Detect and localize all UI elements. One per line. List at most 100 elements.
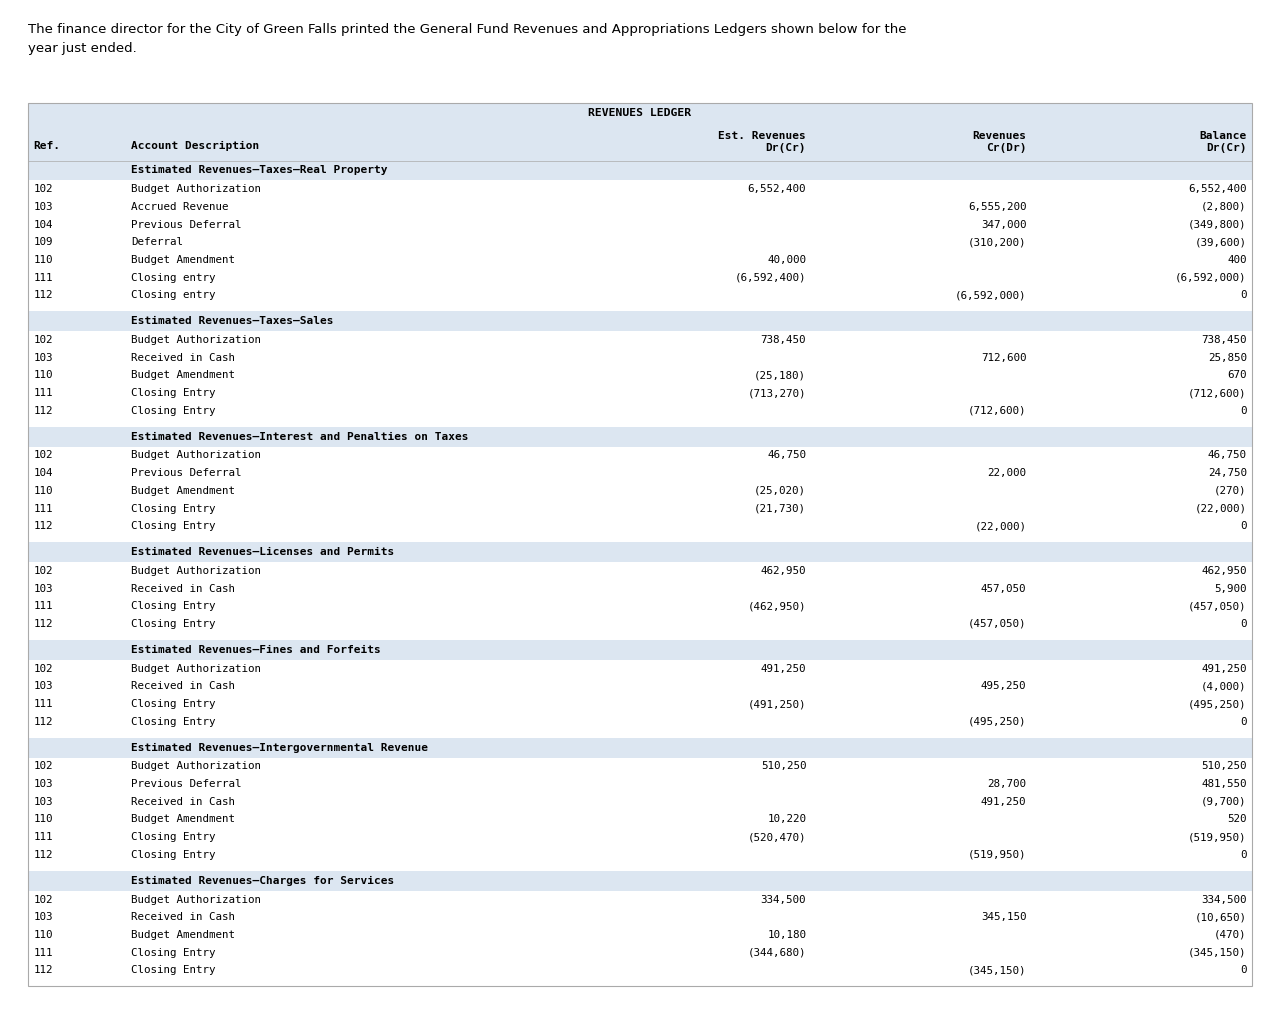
Text: 109: 109 [33,238,52,247]
Text: 5,900: 5,900 [1215,583,1247,594]
Text: Closing entry: Closing entry [131,290,215,300]
Bar [28,518,1252,535]
Bar [28,251,1252,269]
Text: Previous Deferral: Previous Deferral [131,779,242,789]
Text: (520,470): (520,470) [748,832,806,842]
Bar [28,447,1252,464]
Text: 345,150: 345,150 [980,913,1027,922]
Text: 102: 102 [33,451,52,460]
Text: (457,050): (457,050) [968,619,1027,629]
Text: Received in Cash: Received in Cash [131,796,236,807]
Bar [28,269,1252,286]
Text: Previous Deferral: Previous Deferral [131,468,242,478]
Text: Closing Entry: Closing Entry [131,948,215,958]
Text: 6,555,200: 6,555,200 [968,202,1027,212]
Text: (270): (270) [1215,486,1247,496]
Text: 462,950: 462,950 [760,566,806,576]
Text: 110: 110 [33,930,52,939]
Text: Closing Entry: Closing Entry [131,832,215,842]
Text: (495,250): (495,250) [1188,699,1247,709]
Text: (495,250): (495,250) [968,717,1027,726]
Bar [28,677,1252,696]
Text: Budget Amendment: Budget Amendment [131,370,236,381]
Text: 110: 110 [33,486,52,496]
Bar [28,696,1252,713]
Text: 6,552,400: 6,552,400 [748,184,806,194]
Text: (519,950): (519,950) [968,850,1027,860]
Bar [28,738,1252,757]
Text: 110: 110 [33,815,52,824]
Text: 0: 0 [1240,717,1247,726]
Text: 104: 104 [33,468,52,478]
Text: The finance director for the City of Green Falls printed the General Fund Revenu: The finance director for the City of Gre… [28,23,906,55]
Text: (22,000): (22,000) [974,522,1027,531]
Text: Ref.: Ref. [33,141,60,151]
Text: 111: 111 [33,948,52,958]
Text: (39,600): (39,600) [1194,238,1247,247]
Text: 111: 111 [33,388,52,398]
Bar [28,103,1252,123]
Text: Budget Authorization: Budget Authorization [131,335,261,345]
Text: (712,600): (712,600) [968,405,1027,416]
Bar [28,757,1252,775]
Bar [28,482,1252,500]
Text: (712,600): (712,600) [1188,388,1247,398]
Text: (25,180): (25,180) [754,370,806,381]
Bar [28,123,1252,161]
Text: (457,050): (457,050) [1188,601,1247,611]
Text: 102: 102 [33,894,52,904]
Text: 6,552,400: 6,552,400 [1188,184,1247,194]
Text: Budget Authorization: Budget Authorization [131,664,261,674]
Text: (9,700): (9,700) [1201,796,1247,807]
Text: 112: 112 [33,522,52,531]
Text: (470): (470) [1215,930,1247,939]
Text: Budget Authorization: Budget Authorization [131,451,261,460]
Text: Budget Authorization: Budget Authorization [131,761,261,772]
Bar [28,961,1252,980]
Text: 495,250: 495,250 [980,681,1027,691]
Text: (462,950): (462,950) [748,601,806,611]
Bar [28,286,1252,305]
Text: Budget Authorization: Budget Authorization [131,184,261,194]
Text: 510,250: 510,250 [760,761,806,772]
Text: 40,000: 40,000 [767,255,806,264]
Bar [28,811,1252,828]
Bar [28,775,1252,793]
Text: (349,800): (349,800) [1188,219,1247,229]
Text: Deferral: Deferral [131,238,183,247]
Text: (345,150): (345,150) [968,965,1027,975]
Text: 0: 0 [1240,965,1247,975]
Text: Estimated Revenues–Taxes–Sales: Estimated Revenues–Taxes–Sales [131,316,334,326]
Bar [28,598,1252,615]
Text: Closing Entry: Closing Entry [131,699,215,709]
Text: 111: 111 [33,503,52,513]
Text: 112: 112 [33,717,52,726]
Bar [28,234,1252,251]
Text: 462,950: 462,950 [1201,566,1247,576]
Text: 111: 111 [33,601,52,611]
Text: Closing Entry: Closing Entry [131,405,215,416]
Bar [28,366,1252,384]
Text: 111: 111 [33,832,52,842]
Text: Estimated Revenues–Interest and Penalties on Taxes: Estimated Revenues–Interest and Penaltie… [131,432,468,441]
Text: (6,592,400): (6,592,400) [735,273,806,283]
Text: 103: 103 [33,913,52,922]
Bar [28,926,1252,944]
Text: Estimated Revenues–Fines and Forfeits: Estimated Revenues–Fines and Forfeits [131,645,381,654]
Bar [28,579,1252,598]
Text: 112: 112 [33,405,52,416]
Bar [28,944,1252,961]
Bar [28,891,1252,909]
Text: Received in Cash: Received in Cash [131,353,236,362]
Text: 103: 103 [33,202,52,212]
Text: 491,250: 491,250 [980,796,1027,807]
Text: (6,592,000): (6,592,000) [955,290,1027,300]
Text: Accrued Revenue: Accrued Revenue [131,202,229,212]
Text: Balance
Dr(Cr): Balance Dr(Cr) [1199,131,1247,153]
Text: 102: 102 [33,664,52,674]
Text: 481,550: 481,550 [1201,779,1247,789]
Bar [28,562,1252,579]
Text: (310,200): (310,200) [968,238,1027,247]
Text: Estimated Revenues–Taxes–Real Property: Estimated Revenues–Taxes–Real Property [131,166,388,175]
Text: 0: 0 [1240,405,1247,416]
